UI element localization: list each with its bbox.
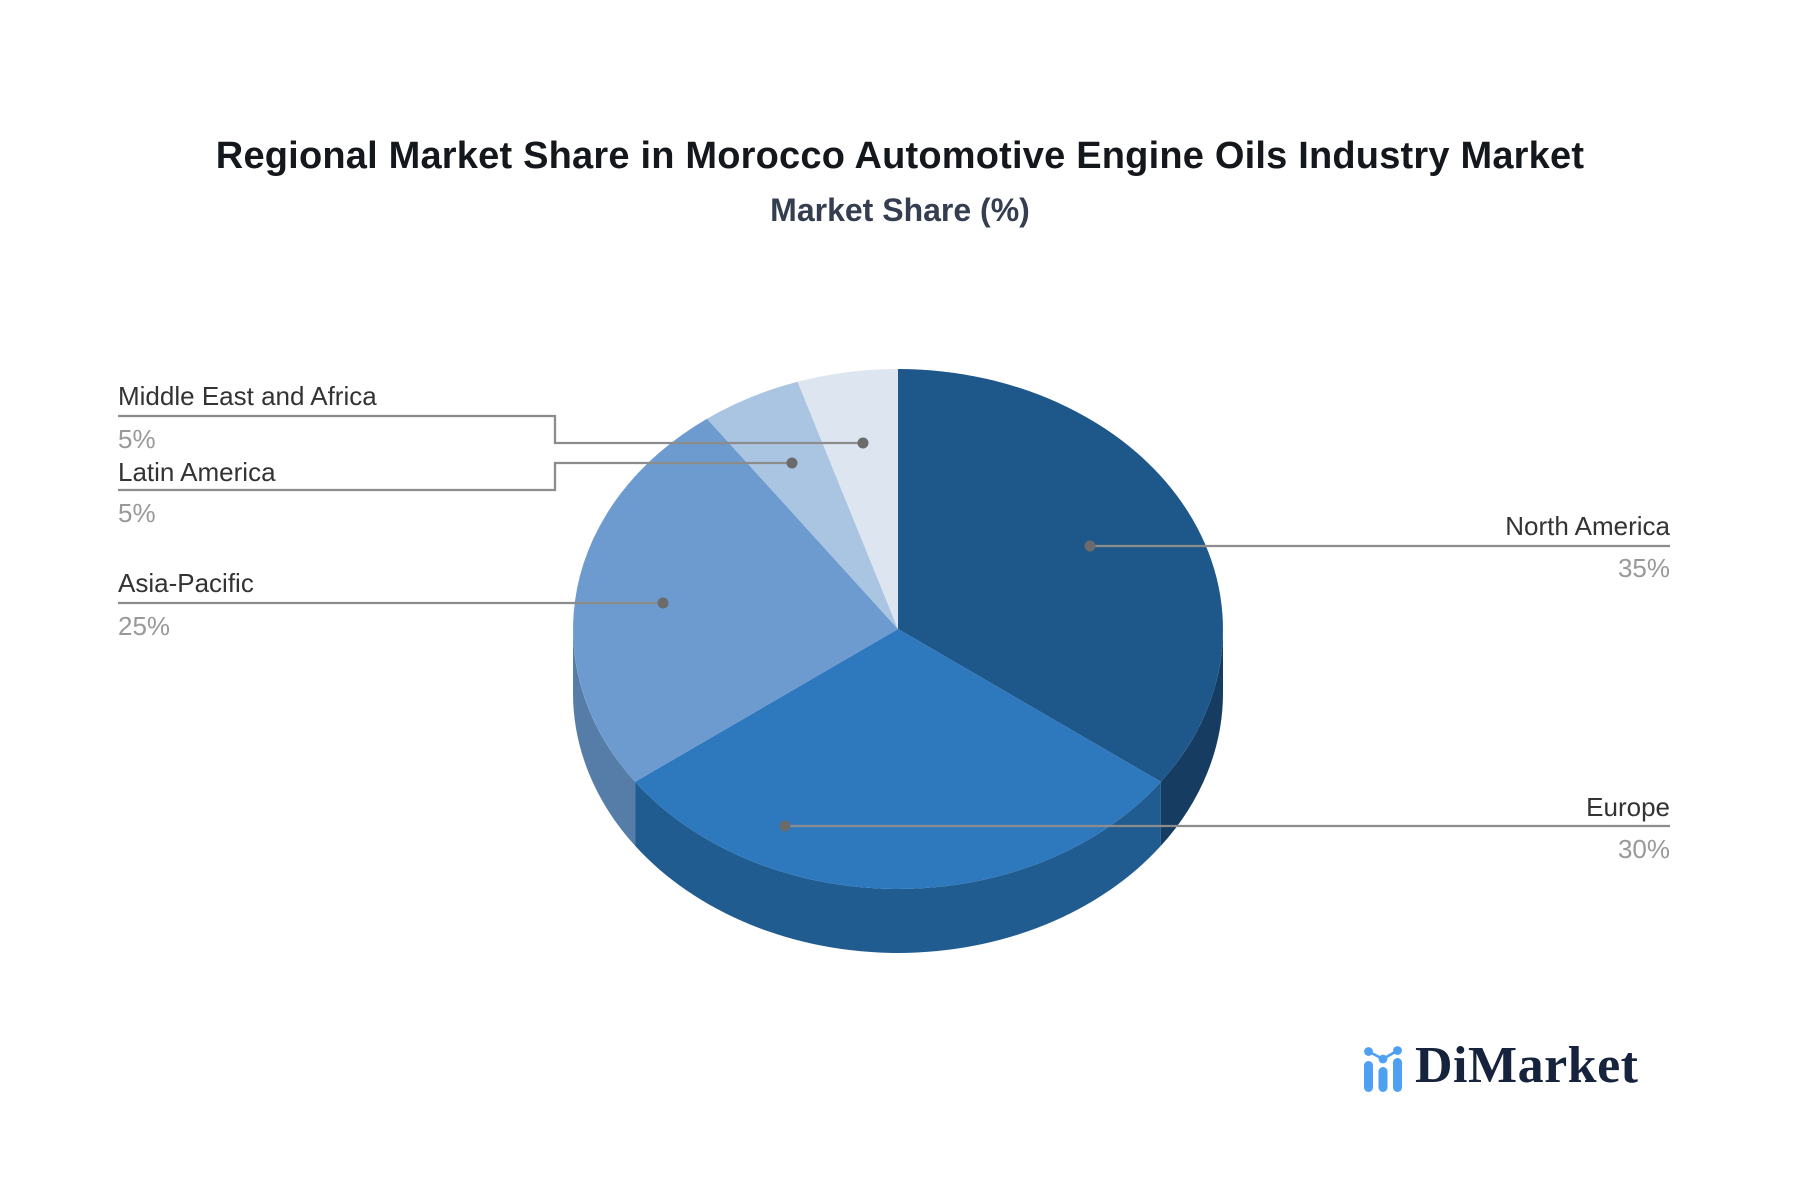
brand-logo: DiMarket [1364,1036,1638,1092]
leader-dot-asia-pacific [657,597,669,609]
leader-dot-middle-east-and-africa [857,437,869,449]
callout-value-asia-pacific: 25% [118,611,171,641]
page-title: Regional Market Share in Morocco Automot… [215,135,1585,177]
pie-rim-asia-pacific [573,629,636,846]
callout-value-europe: 30% [1617,834,1670,864]
bar-line-chart-icon [1364,1046,1402,1092]
pie-slice-middle-east-and-africa[interactable] [797,369,898,629]
leader-dot-north-america [1084,540,1096,552]
pie-slice-asia-pacific[interactable] [573,418,898,782]
leader-dot-latin-america [786,457,798,469]
callout-value-latin-america: 5% [118,498,156,528]
pie-rim-europe [635,781,1161,953]
callout-label-middle-east-and-africa: Middle East and Africa [118,381,377,411]
brand-name: DiMarket [1415,1037,1639,1094]
pie-slice-europe[interactable] [635,629,1161,889]
chart-subtitle: Market Share (%) [770,192,1030,228]
leader-line-middle-east-and-africa [118,414,863,445]
callout-label-latin-america: Latin America [118,457,276,487]
callout-value-middle-east-and-africa: 5% [118,424,156,454]
leader-dot-europe [779,820,791,832]
callout-label-north-america: North America [1505,511,1670,541]
callout-label-europe: Europe [1586,792,1670,822]
pie-slice-north-america[interactable] [898,369,1223,782]
pie-group [573,369,1223,953]
leader-line-latin-america [118,461,792,492]
pie-rim-north-america [1160,629,1223,846]
callout-label-asia-pacific: Asia-Pacific [118,568,254,598]
callout-value-north-america: 35% [1617,553,1670,583]
